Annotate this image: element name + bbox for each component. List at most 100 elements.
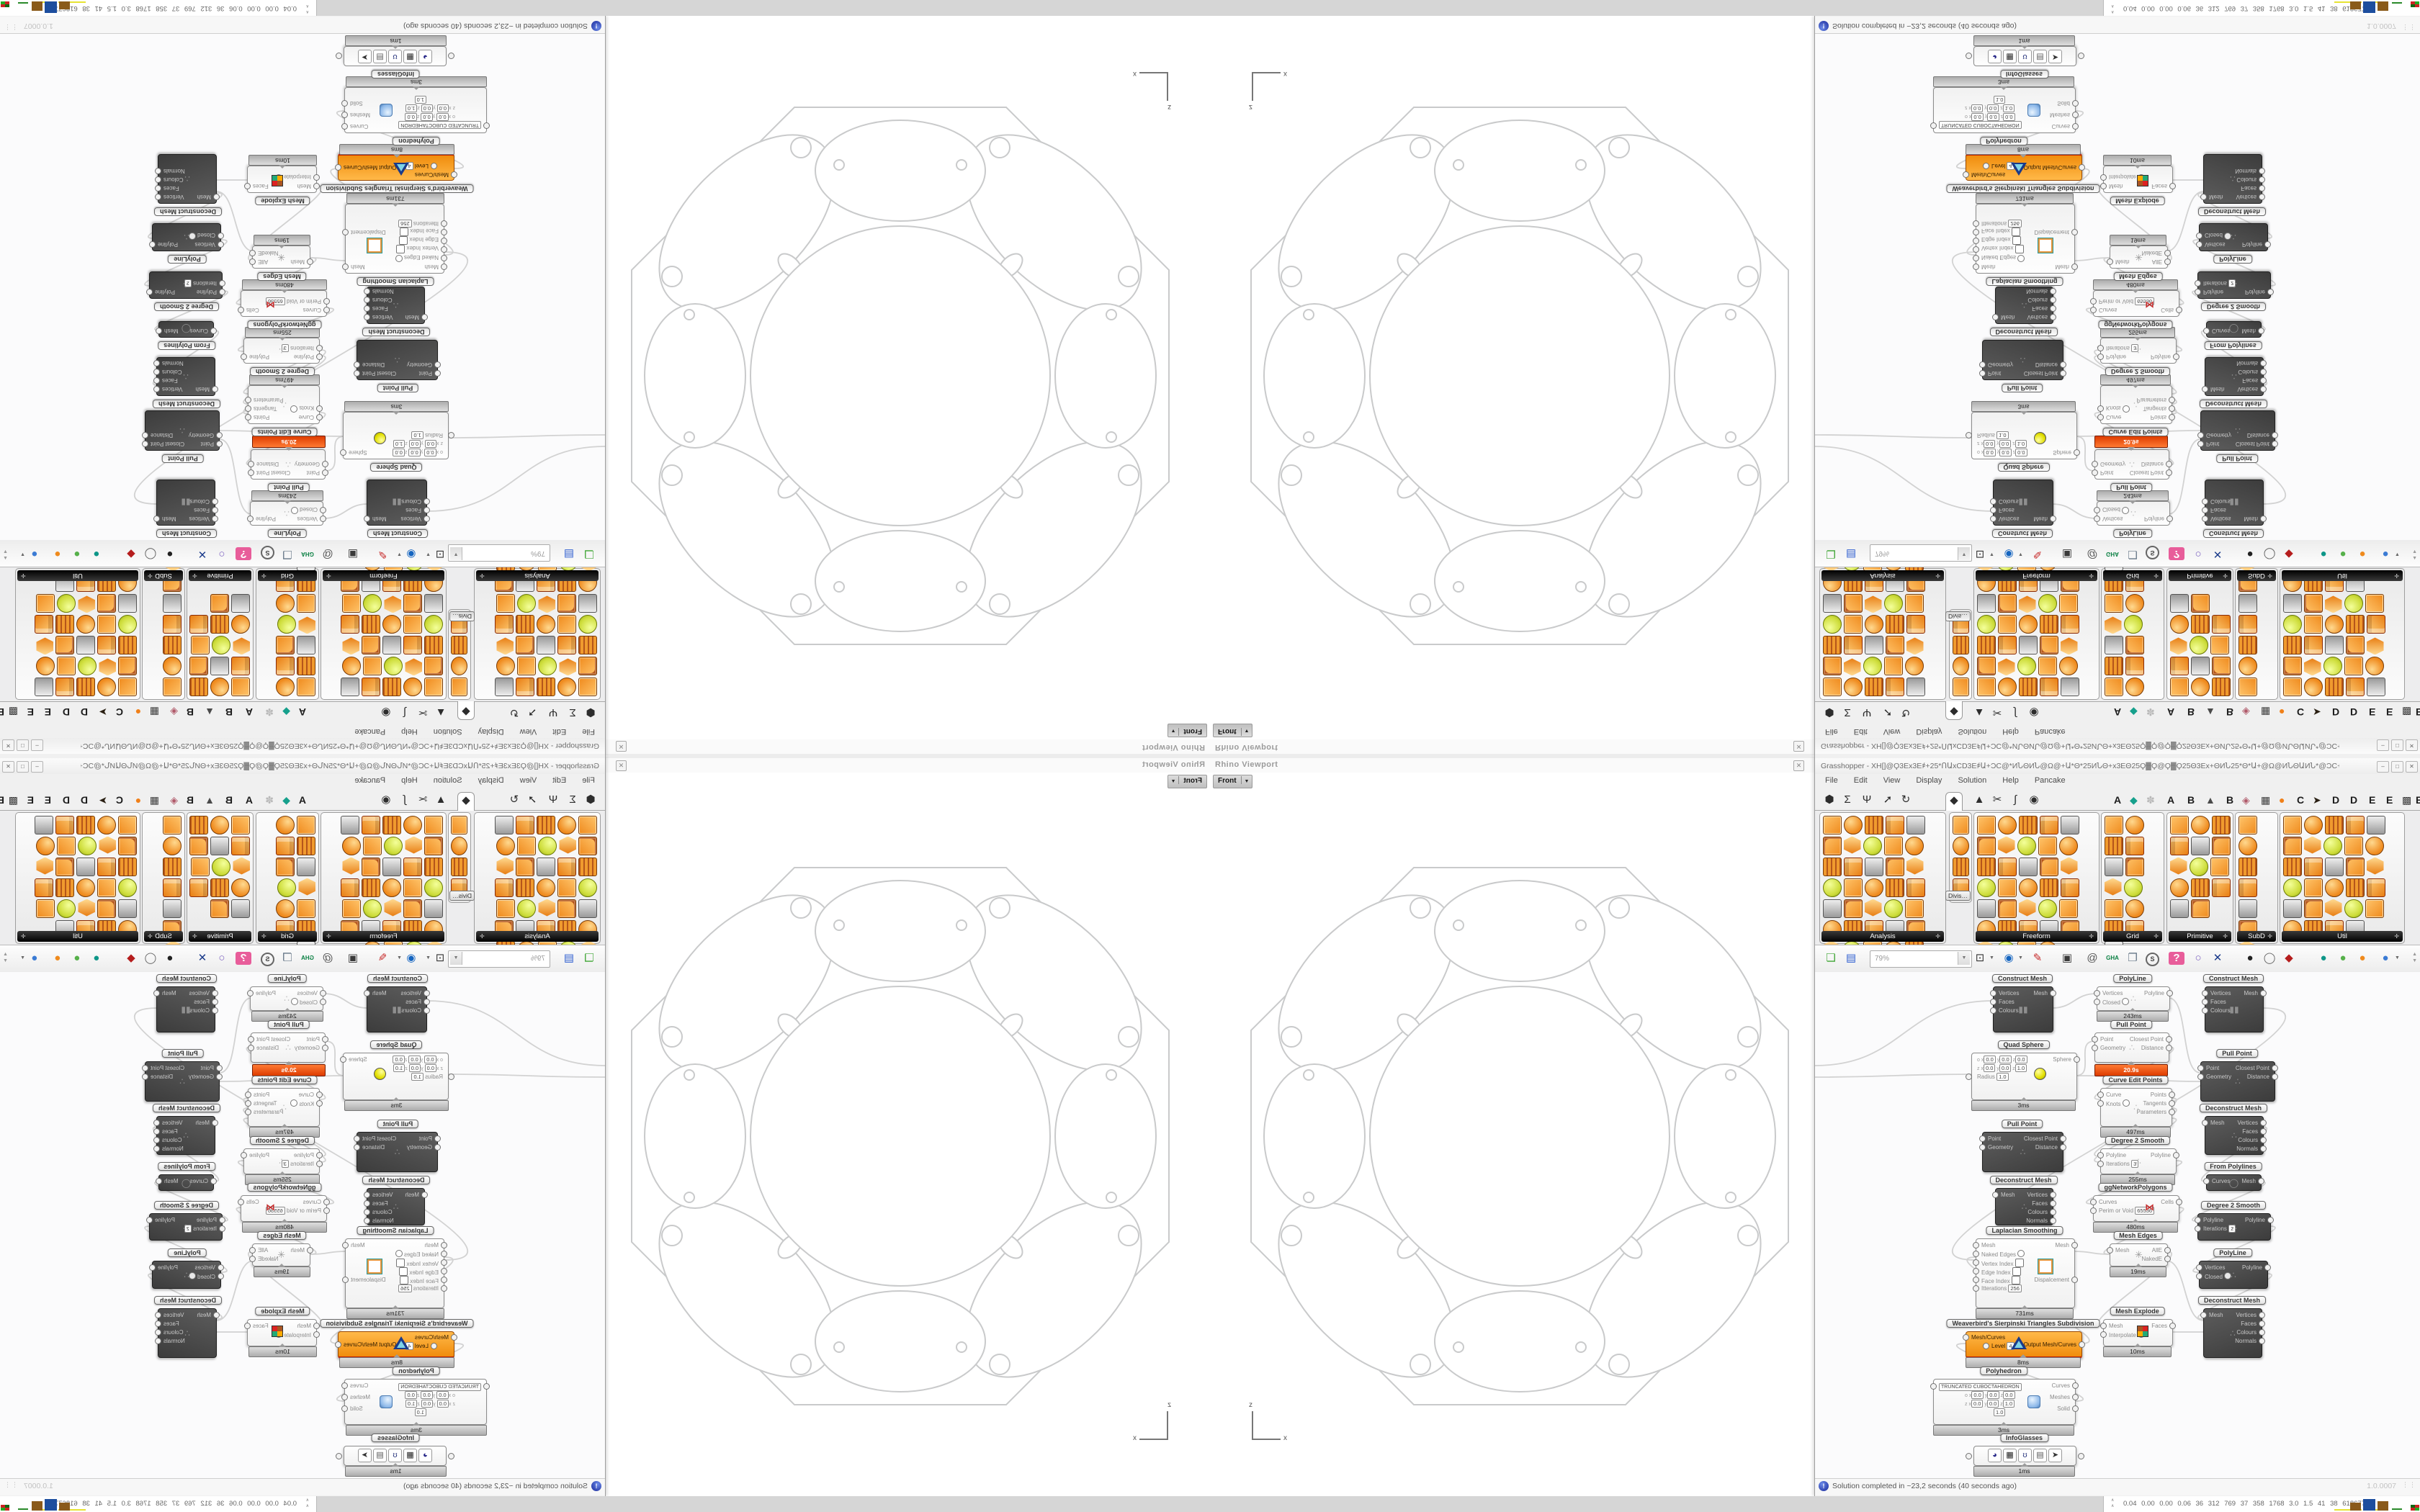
component-icon[interactable] [2104,678,2123,697]
port-dot[interactable] [2090,1207,2097,1214]
port-colours[interactable]: Colours [2235,175,2265,184]
node-construct-mesh[interactable]: Vertices Faces Colours Mesh ▮▮ [1990,986,2056,1032]
params-tab[interactable]: ⬢ [1824,706,1834,719]
panel-label-bar[interactable]: Analysis ✛ [476,570,599,581]
component-icon[interactable] [1952,636,1969,655]
port-dot[interactable] [249,258,256,265]
port-dot[interactable] [1979,370,1986,377]
value-box[interactable]: 1.0 [1994,96,2006,104]
component-icon[interactable] [384,657,403,676]
plugin-tab-3[interactable]: A [2167,794,2175,806]
component-icon[interactable] [2170,638,2187,655]
component-icon[interactable] [1883,594,1903,613]
component-icon[interactable] [2104,657,2123,676]
zoom-extents-icon[interactable]: ⊡ [1975,952,1985,964]
sets-tab[interactable]: Ψ [548,706,558,719]
port-edge-index[interactable]: Edge Index [395,1267,447,1276]
close-icon[interactable]: ✕ [616,741,627,752]
node-polyline[interactable]: Vertices Closed Polyline ∴ [2196,1261,2271,1289]
component-icon[interactable] [1976,615,1996,634]
panel-label-bar[interactable]: Grid ✛ [2103,931,2162,942]
node-infoglasses[interactable]: ◕▦ʊ▤➤ [1966,46,2084,66]
view-dropdown[interactable]: Front▼ [1167,775,1207,788]
port-dot[interactable] [2100,1331,2107,1338]
port-dot[interactable] [2097,1161,2104,1167]
port-dot[interactable] [2197,1074,2204,1080]
port-output-mesh-curves[interactable]: Output Mesh/Curves [2024,163,2085,171]
port-mesh[interactable]: Mesh [2035,262,2078,271]
panel-label-bar[interactable]: Primitive ✛ [189,931,251,942]
menu-item-edit[interactable]: Edit [552,776,567,785]
port-point[interactable]: Point [2197,439,2231,448]
port-dot[interactable] [245,1092,251,1098]
port-dot[interactable] [2094,999,2100,1005]
panel-label-bar[interactable]: Util ✛ [17,931,138,942]
component-icon[interactable] [578,615,598,634]
component-icon[interactable] [163,678,182,697]
component-icon[interactable] [118,815,138,834]
component-icon[interactable] [2125,594,2144,613]
component-icon[interactable] [403,899,423,918]
component-icon[interactable] [118,594,138,613]
port-name[interactable]: TRUNCATED CUBOCTAHEDRON [1930,1382,2022,1391]
component-icon[interactable] [517,657,537,676]
component-icon[interactable] [210,899,230,918]
port-dot[interactable] [1973,255,1979,261]
component-icon[interactable] [2238,594,2257,613]
zoom-extents-icon[interactable]: ⊡ [435,952,445,964]
component-icon[interactable] [2125,857,2144,876]
minimize-button[interactable]: – [31,739,43,751]
port-dot[interactable] [2094,990,2100,996]
port-closest-point[interactable]: Closest Point [142,1064,184,1073]
chevron-down-icon[interactable]: ▼ [1989,955,1994,960]
port-vertices[interactable]: Vertices [2026,312,2056,321]
wire-sphere-icon[interactable]: ◯ [144,548,157,560]
port-dot[interactable] [342,229,349,235]
component-icon[interactable] [578,899,598,918]
component-icon[interactable] [2238,836,2257,855]
node-deconstruct-mesh[interactable]: Mesh Vertices Faces Colours Normals ∴ [153,1116,218,1155]
port-normals[interactable]: Normals [153,359,184,367]
scroll-arrows[interactable]: ▲ ▼ [3,549,8,560]
component-icon[interactable] [2190,657,2210,676]
component-icon[interactable] [363,836,382,855]
ball-orange-icon[interactable]: ● [54,548,61,560]
plugin-tab-2[interactable]: ✽ [265,706,274,718]
port-dot[interactable] [313,1331,320,1338]
port-dot[interactable] [219,280,225,287]
component-icon[interactable] [537,857,556,876]
component-icon[interactable] [1885,615,1904,634]
port-dot[interactable] [1973,1277,1979,1283]
port-dot[interactable] [364,305,370,312]
menu-item-help[interactable]: Help [401,776,418,785]
port-dot[interactable] [421,1192,428,1198]
node-mesh-edges[interactable]: Mesh AllE NakedE ✳ [249,246,313,269]
port-dot[interactable] [322,1045,328,1051]
infoglasses-icon-4[interactable]: ➤ [358,50,372,63]
component-icon[interactable] [210,836,230,855]
port-mesh[interactable]: Mesh [2202,384,2225,393]
ball-green-icon[interactable]: ● [2339,952,2347,964]
port-mesh[interactable]: Mesh [153,514,176,523]
port-dot[interactable] [1966,1453,1972,1459]
port-meshes[interactable]: Meshes [341,107,370,119]
intersect-tab[interactable]: ✂ [418,706,428,719]
component-icon[interactable] [163,657,182,676]
component-icon[interactable] [2365,594,2384,613]
box-3d-icon[interactable]: ▣ [347,548,359,560]
port-dot[interactable] [212,386,218,392]
component-icon[interactable] [451,636,468,655]
component-icon[interactable] [382,857,402,876]
component-icon[interactable] [2345,615,2365,634]
port-dot[interactable] [2260,386,2267,392]
port-dispalcement[interactable]: Dispalcement [2035,1276,2078,1284]
port-level[interactable]: Level 4 [405,161,437,170]
component-icon[interactable] [385,596,402,613]
port-polyline[interactable]: Polyline [2242,1264,2271,1272]
component-icon[interactable] [1822,678,1842,697]
port-vertices[interactable]: Vertices [2026,1191,2056,1200]
close-icon[interactable]: ✕ [1793,741,1804,752]
value-box[interactable]: 256 [398,220,412,228]
port-dot[interactable] [364,1200,370,1207]
port-distance[interactable]: Distance [2024,1143,2066,1152]
